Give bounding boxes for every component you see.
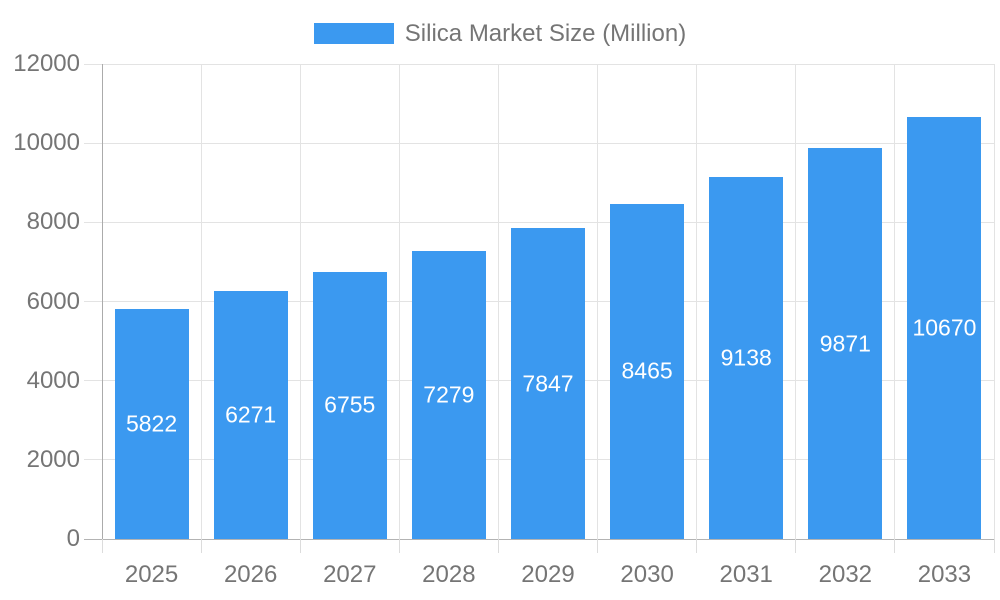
bar-value-label: 8465 <box>621 357 673 384</box>
bar-value-label: 6271 <box>225 401 277 428</box>
x-axis-tick-label: 2027 <box>323 561 377 588</box>
legend-swatch <box>313 23 394 44</box>
gridline-vertical <box>993 64 995 539</box>
bar[interactable]: 6271 <box>213 290 288 539</box>
bar[interactable]: 7279 <box>411 250 486 539</box>
gridline-vertical <box>597 64 599 539</box>
x-axis-tick-label: 2033 <box>917 561 972 588</box>
gridline-vertical <box>299 64 301 539</box>
x-axis-tick-label: 2031 <box>719 561 773 588</box>
x-axis-tick <box>398 539 400 553</box>
x-axis-tick <box>497 539 499 553</box>
bar[interactable]: 5822 <box>114 308 189 539</box>
gridline-vertical <box>795 64 797 539</box>
bar[interactable]: 7847 <box>511 228 585 539</box>
x-axis-tick-label: 2026 <box>223 561 278 588</box>
x-axis-tick-label: 2025 <box>124 561 179 588</box>
x-axis-tick <box>993 539 995 553</box>
legend-label: Silica Market Size (Million) <box>404 19 687 47</box>
bar[interactable]: 9871 <box>808 148 883 539</box>
x-axis-tick <box>299 539 301 553</box>
bar-value-label: 7847 <box>522 370 574 397</box>
x-axis-tick <box>696 539 698 553</box>
x-axis-tick-label: 2029 <box>521 561 575 588</box>
y-axis-tick-label: 6000 <box>26 287 80 315</box>
gridline-vertical <box>497 64 499 539</box>
x-axis-tick <box>597 539 599 553</box>
y-axis-tick-label: 12000 <box>13 50 80 77</box>
y-axis-tick-label: 4000 <box>26 366 80 394</box>
gridline-vertical <box>398 64 400 539</box>
bar[interactable]: 6755 <box>312 271 387 539</box>
bar-value-label: 6755 <box>324 391 376 418</box>
x-axis-tick-label: 2030 <box>620 561 674 588</box>
bar-value-label: 9138 <box>720 344 772 371</box>
gridline-vertical <box>200 64 202 539</box>
x-axis-tick-label: 2028 <box>422 561 476 588</box>
y-axis-tick-label: 8000 <box>26 208 80 236</box>
bar-value-label: 10670 <box>912 314 977 341</box>
bar-value-label: 7279 <box>423 381 475 408</box>
x-axis-tick <box>101 539 103 553</box>
bar-value-label: 5822 <box>125 410 178 437</box>
gridline-horizontal <box>84 142 994 144</box>
bar[interactable]: 10670 <box>907 116 982 539</box>
y-axis-tick-label: 10000 <box>13 129 80 157</box>
legend-item[interactable]: Silica Market Size (Million) <box>0 20 1000 47</box>
y-axis-tick-label: 0 <box>66 525 80 552</box>
gridline-horizontal <box>84 63 994 65</box>
x-axis-line <box>84 538 994 540</box>
x-axis-tick <box>795 539 797 553</box>
gridline-vertical <box>894 64 896 539</box>
bar-value-label: 9871 <box>819 330 871 357</box>
gridline-horizontal <box>84 221 994 223</box>
x-axis-tick <box>894 539 896 553</box>
x-axis-tick-label: 2032 <box>818 561 873 588</box>
gridline-vertical <box>696 64 698 539</box>
bar[interactable]: 9138 <box>709 177 784 539</box>
y-axis-tick-label: 2000 <box>26 445 80 473</box>
bar[interactable]: 8465 <box>610 203 685 539</box>
x-axis-tick <box>200 539 202 553</box>
y-axis-line <box>102 64 103 539</box>
